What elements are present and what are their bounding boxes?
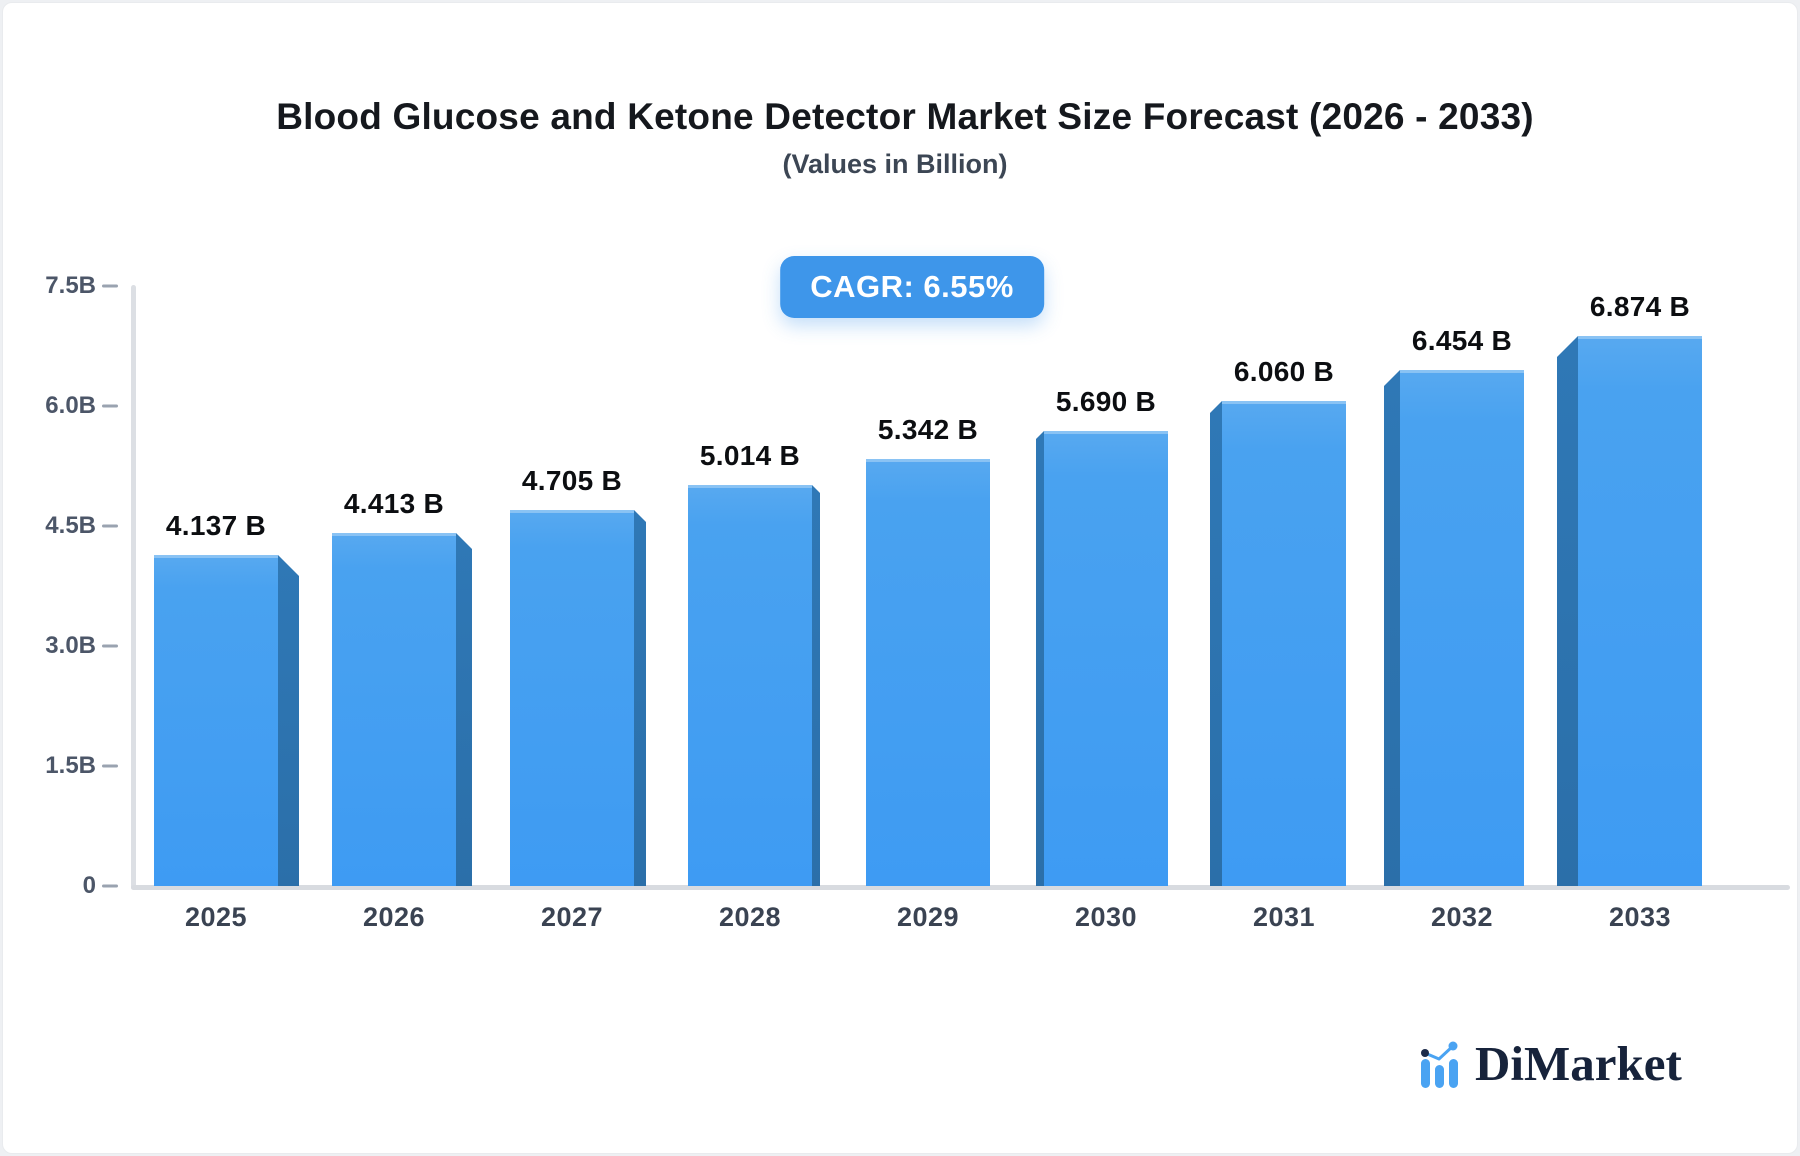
bar [688, 485, 812, 886]
bar [1578, 336, 1702, 886]
x-axis-category: 2025 [184, 902, 248, 932]
y-tick-label: 4.5B [45, 512, 96, 539]
bar [1400, 370, 1524, 886]
bar-value-label: 5.342 B [877, 414, 979, 445]
x-axis-line [131, 885, 1790, 890]
bar [154, 555, 278, 886]
chart-subtitle: (Values in Billion) [782, 149, 1008, 179]
y-tick-label: 1.5B [45, 752, 96, 779]
y-tick-mark [102, 524, 118, 528]
bar-value-label: 4.137 B [165, 510, 267, 541]
bar-side-left [1557, 336, 1578, 886]
y-tick-mark [102, 764, 118, 768]
bar-side-right [812, 485, 820, 886]
bar-side-left [1210, 401, 1222, 886]
x-axis-category: 2033 [1608, 902, 1672, 932]
bar-value-label: 4.705 B [521, 465, 623, 496]
bar-side-left [1036, 431, 1044, 886]
x-axis-category: 2031 [1252, 902, 1316, 932]
y-tick-label: 3.0B [45, 632, 96, 659]
bar-value-label: 6.060 B [1233, 356, 1335, 387]
y-tick-label: 6.0B [45, 392, 96, 419]
y-tick-label: 0 [82, 872, 96, 899]
x-axis-category: 2026 [362, 902, 426, 932]
brand-logo: DiMarket [1421, 1038, 1682, 1088]
bar-value-label: 5.690 B [1055, 386, 1157, 417]
bar-side-right [634, 510, 646, 886]
y-tick-label: 7.5B [45, 272, 96, 299]
bar-value-label: 6.454 B [1411, 325, 1513, 356]
x-axis-category: 2032 [1430, 902, 1494, 932]
bar [1222, 401, 1346, 886]
y-tick-mark [102, 884, 118, 888]
x-axis-category: 2029 [896, 902, 960, 932]
cagr-badge: CAGR: 6.55% [780, 256, 1044, 318]
bar [1044, 431, 1168, 886]
bar-value-label: 4.413 B [343, 488, 445, 519]
brand-chart-icon [1421, 1041, 1458, 1088]
bar [866, 459, 990, 886]
brand-name: DiMarket [1475, 1036, 1682, 1091]
bar [510, 510, 634, 886]
x-axis-category: 2027 [540, 902, 604, 932]
bar-value-label: 6.874 B [1589, 291, 1691, 322]
chart-title: Blood Glucose and Ketone Detector Market… [276, 96, 1534, 137]
bar-value-label: 5.014 B [699, 440, 801, 471]
bar [332, 533, 456, 886]
y-axis-line [131, 285, 136, 890]
x-axis-category: 2028 [718, 902, 782, 932]
bar-side-right [278, 555, 299, 886]
y-tick-mark [102, 404, 118, 408]
bar-side-right [456, 533, 472, 886]
bar-side-left [1384, 370, 1400, 886]
y-tick-mark [102, 644, 118, 648]
x-axis-category: 2030 [1074, 902, 1138, 932]
y-tick-mark [102, 284, 118, 288]
